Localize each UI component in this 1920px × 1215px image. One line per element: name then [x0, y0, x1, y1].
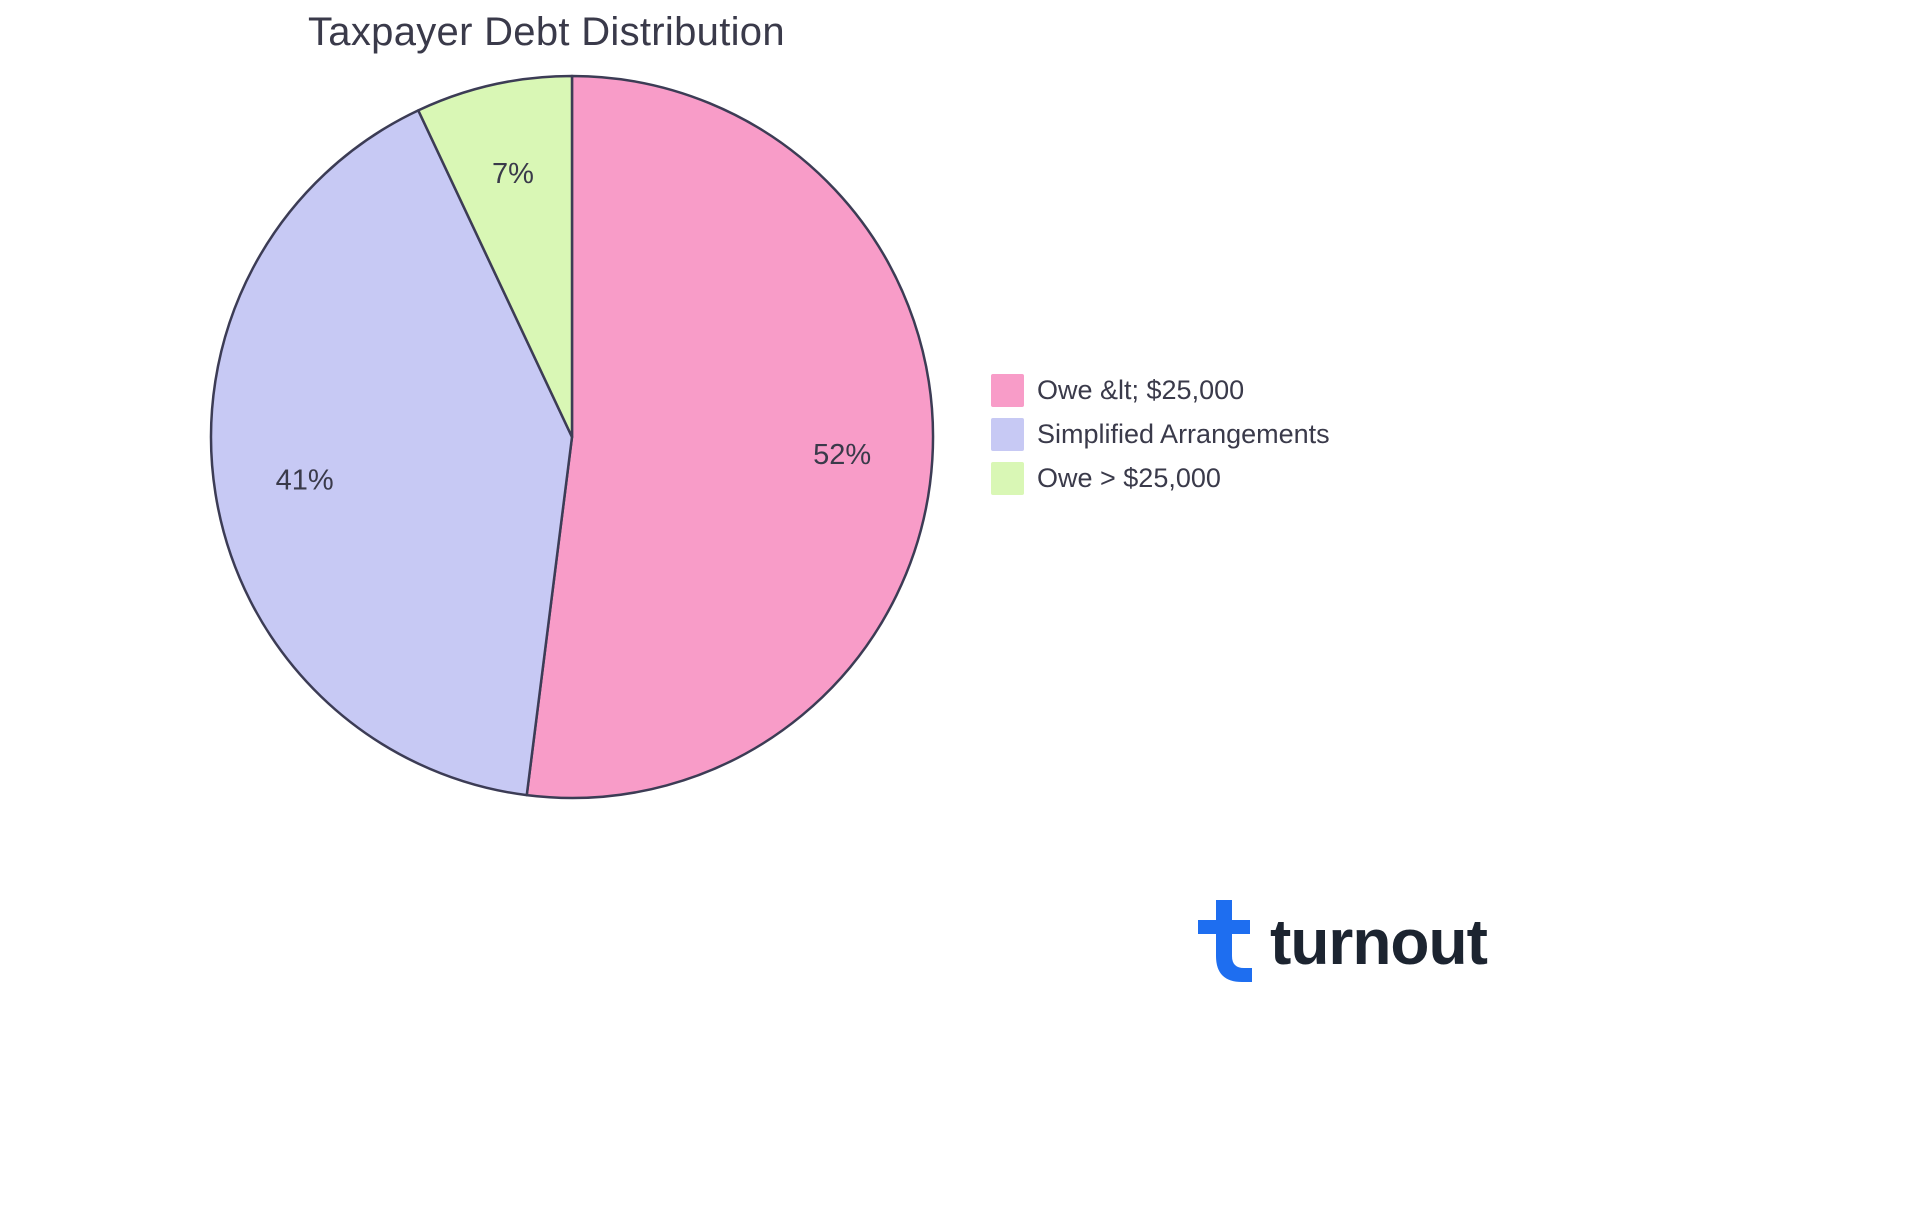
- legend-item-2[interactable]: Owe > $25,000: [991, 462, 1330, 495]
- pie-chart-container: 52% 41% 7%: [192, 57, 952, 817]
- legend-label-0: Owe &lt; $25,000: [1037, 375, 1245, 405]
- legend-label-2: Owe > $25,000: [1037, 463, 1221, 493]
- pie-chart: 52% 41% 7%: [209, 74, 935, 800]
- pie-slice-label-0: 52%: [813, 439, 871, 471]
- legend-swatch-2: [991, 462, 1024, 495]
- pie-slice-label-1: 41%: [276, 464, 334, 496]
- legend-swatch-1: [991, 418, 1024, 451]
- legend-item-1[interactable]: Simplified Arrangements: [991, 418, 1330, 451]
- turnout-logo-text: turnout: [1270, 906, 1488, 978]
- pie-slice-2[interactable]: [417, 74, 574, 439]
- turnout-logo-icon: [1196, 898, 1254, 986]
- pie-slice-label-2: 7%: [492, 158, 534, 190]
- pie-slice-0[interactable]: [525, 74, 935, 800]
- turnout-logo[interactable]: turnout: [1196, 898, 1488, 986]
- pie-slice-1[interactable]: [209, 109, 574, 797]
- page-title: Taxpayer Debt Distribution: [308, 10, 785, 54]
- legend-swatch-0: [991, 374, 1024, 407]
- legend: Owe &lt; $25,000 Simplified Arrangements…: [991, 374, 1330, 495]
- legend-item-0[interactable]: Owe &lt; $25,000: [991, 374, 1330, 407]
- legend-label-1: Simplified Arrangements: [1037, 419, 1330, 449]
